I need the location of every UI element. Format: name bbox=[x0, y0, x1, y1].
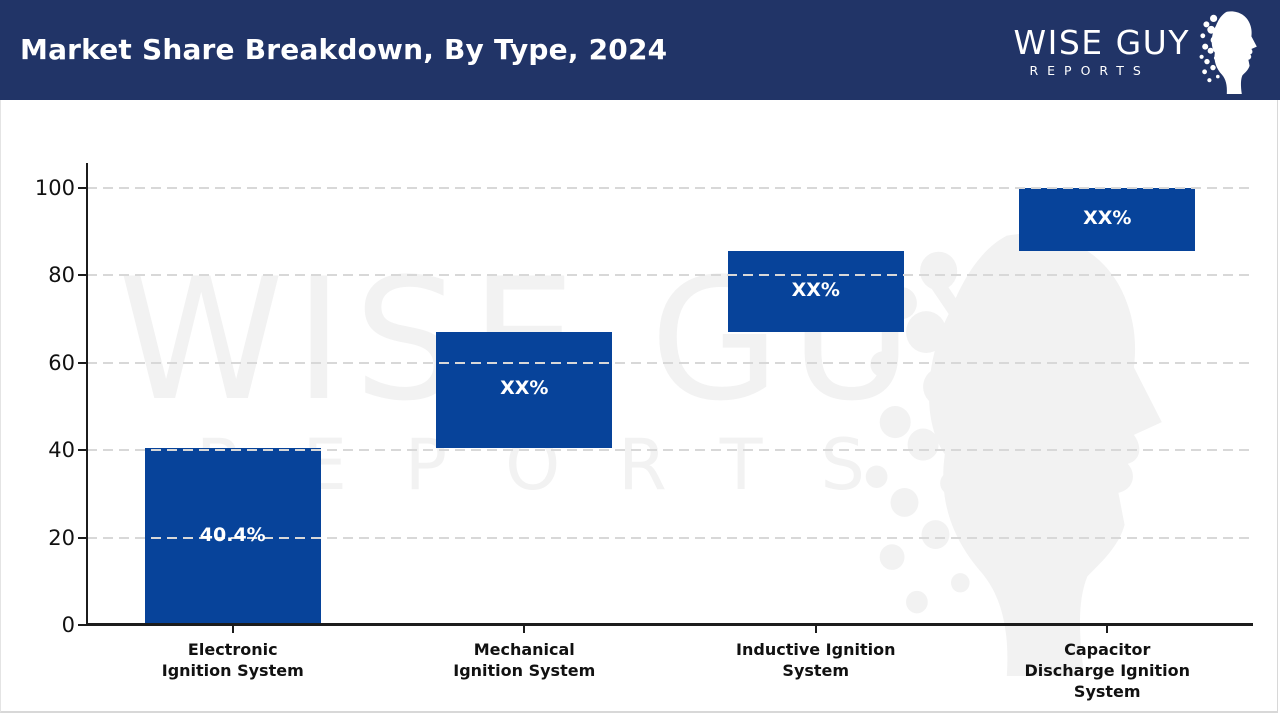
y-tick-mark bbox=[78, 361, 86, 364]
gridline bbox=[87, 361, 1253, 364]
y-tick-label: 40 bbox=[48, 438, 75, 463]
gridline bbox=[87, 187, 1253, 189]
bar-segment bbox=[727, 251, 904, 333]
bar-value-label: XX% bbox=[791, 278, 840, 301]
y-tick-label: 20 bbox=[48, 525, 75, 550]
y-tick-label: 0 bbox=[61, 613, 75, 637]
bar-value-label: XX% bbox=[500, 377, 549, 400]
logo-subtitle: REPORTS bbox=[1029, 63, 1150, 78]
logo-text: WISE GUY REPORTS bbox=[1013, 26, 1190, 78]
category-label: Mechanical Ignition System bbox=[453, 640, 596, 680]
dotted-head-icon bbox=[1199, 11, 1257, 94]
category-label: Inductive Ignition System bbox=[736, 640, 896, 680]
gridline bbox=[87, 536, 1253, 539]
y-tick-mark bbox=[78, 274, 86, 277]
y-tick-mark bbox=[78, 536, 86, 539]
y-tick-label: 100 bbox=[34, 176, 75, 200]
y-tick-mark bbox=[78, 449, 86, 452]
category-label: Electronic Ignition System bbox=[161, 640, 304, 680]
category-label: Capacitor Discharge Ignition System bbox=[1024, 640, 1191, 701]
x-tick-mark bbox=[523, 626, 526, 633]
bar-segment bbox=[1019, 188, 1196, 252]
logo-name: WISE GUY bbox=[1013, 23, 1190, 62]
y-axis-line bbox=[86, 163, 88, 626]
y-tick-label: 80 bbox=[48, 263, 75, 288]
page-title: Market Share Breakdown, By Type, 2024 bbox=[20, 33, 668, 66]
bar-value-label: XX% bbox=[1083, 206, 1132, 229]
y-tick-mark bbox=[78, 187, 86, 189]
gridline bbox=[87, 449, 1253, 452]
gridline bbox=[87, 274, 1253, 277]
x-tick-mark bbox=[1106, 626, 1109, 633]
x-tick-mark bbox=[814, 626, 817, 633]
y-tick-mark bbox=[78, 624, 86, 626]
bar-value-label: 40.4% bbox=[199, 523, 266, 546]
wise-guy-reports-logo: WISE GUY REPORTS bbox=[1013, 10, 1264, 94]
bar-segment bbox=[436, 332, 613, 449]
x-tick-mark bbox=[231, 626, 234, 633]
y-tick-label: 60 bbox=[48, 350, 75, 375]
header-bar: Market Share Breakdown, By Type, 2024 WI… bbox=[0, 0, 1280, 100]
x-axis-line bbox=[86, 623, 1253, 626]
